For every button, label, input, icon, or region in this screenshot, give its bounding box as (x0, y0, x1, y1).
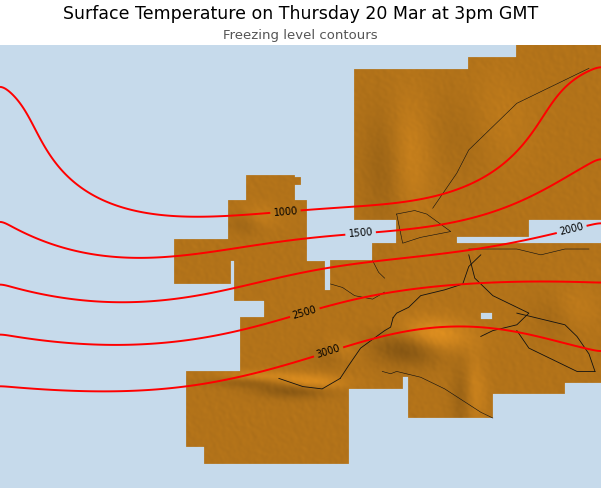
Text: 3000: 3000 (316, 344, 342, 360)
Text: 1000: 1000 (273, 205, 298, 218)
Text: 2500: 2500 (291, 305, 318, 321)
Text: Surface Temperature on Thursday 20 Mar at 3pm GMT: Surface Temperature on Thursday 20 Mar a… (63, 5, 538, 23)
Text: 1500: 1500 (348, 227, 373, 240)
Text: Freezing level contours: Freezing level contours (223, 29, 378, 41)
Text: 2000: 2000 (558, 222, 585, 237)
